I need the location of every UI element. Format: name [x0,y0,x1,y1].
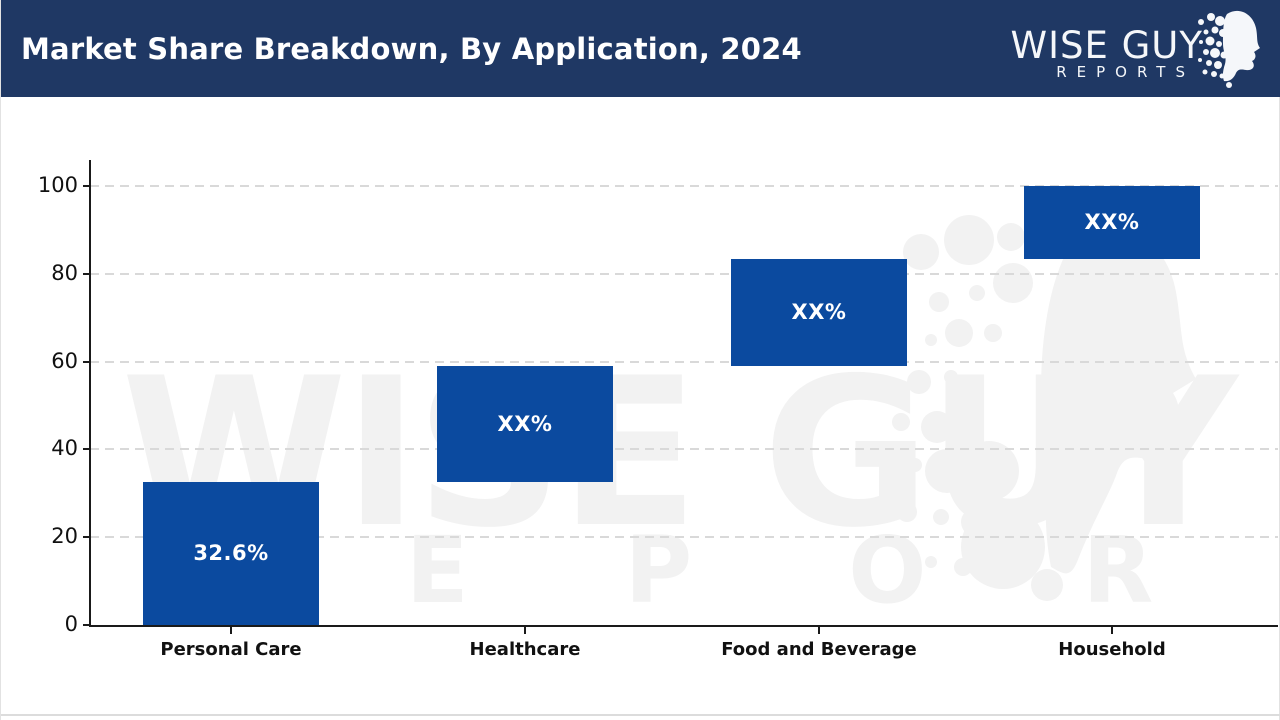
gridline [90,360,1278,363]
gridline [90,448,1278,451]
wise-guy-reports-logo: WISE GUY REPORTS [1011,8,1263,90]
bar-household: XX% [1024,186,1200,259]
market-share-chart: WISE GUY R E P O R T S 02040608010032.6%… [1,97,1280,714]
x-axis-category-label: Personal Care [160,639,302,660]
x-axis-tick [1111,627,1113,634]
y-axis-tick [83,448,90,451]
watermark-head-icon [892,215,1196,601]
logo-subtitle: REPORTS [1056,62,1195,81]
y-axis-tick [83,272,90,275]
bar-personal-care: 32.6% [143,481,319,625]
x-axis-tick [230,627,232,634]
y-axis-tick-label: 20 [51,524,78,549]
bar-value-label: XX% [497,411,553,436]
bar-value-label: XX% [791,300,847,325]
logo-head-icon [1198,10,1260,88]
y-axis-tick [83,185,90,187]
y-axis-tick-label: 60 [51,348,78,373]
x-axis-category-label: Household [1058,639,1166,660]
x-axis-tick [524,627,526,634]
bar-food-and-beverage: XX% [731,258,907,366]
x-axis-category-label: Healthcare [469,639,581,660]
y-axis-tick [83,536,90,539]
header-bar: Market Share Breakdown, By Application, … [1,0,1280,97]
x-axis-tick [818,627,820,634]
gridline [90,536,1278,539]
page-title: Market Share Breakdown, By Application, … [21,31,802,66]
x-axis-line [89,625,1278,627]
footer-divider [1,714,1280,716]
y-axis-line [89,160,91,627]
bar-value-label: XX% [1084,210,1140,235]
gridline [90,185,1278,187]
y-axis-tick [83,624,90,626]
x-axis-category-label: Food and Beverage [721,639,917,660]
y-axis-tick [83,360,90,363]
y-axis-tick-label: 40 [51,436,78,461]
bar-healthcare: XX% [437,365,613,482]
logo-wordmark: WISE GUY [1010,23,1203,67]
y-axis-tick-label: 80 [51,260,78,285]
bar-value-label: 32.6% [193,541,269,566]
y-axis-tick-label: 0 [64,612,78,636]
gridline [90,272,1278,275]
y-axis-tick-label: 100 [37,173,78,197]
watermark-subtitle: R E P O R T S [179,517,1280,624]
